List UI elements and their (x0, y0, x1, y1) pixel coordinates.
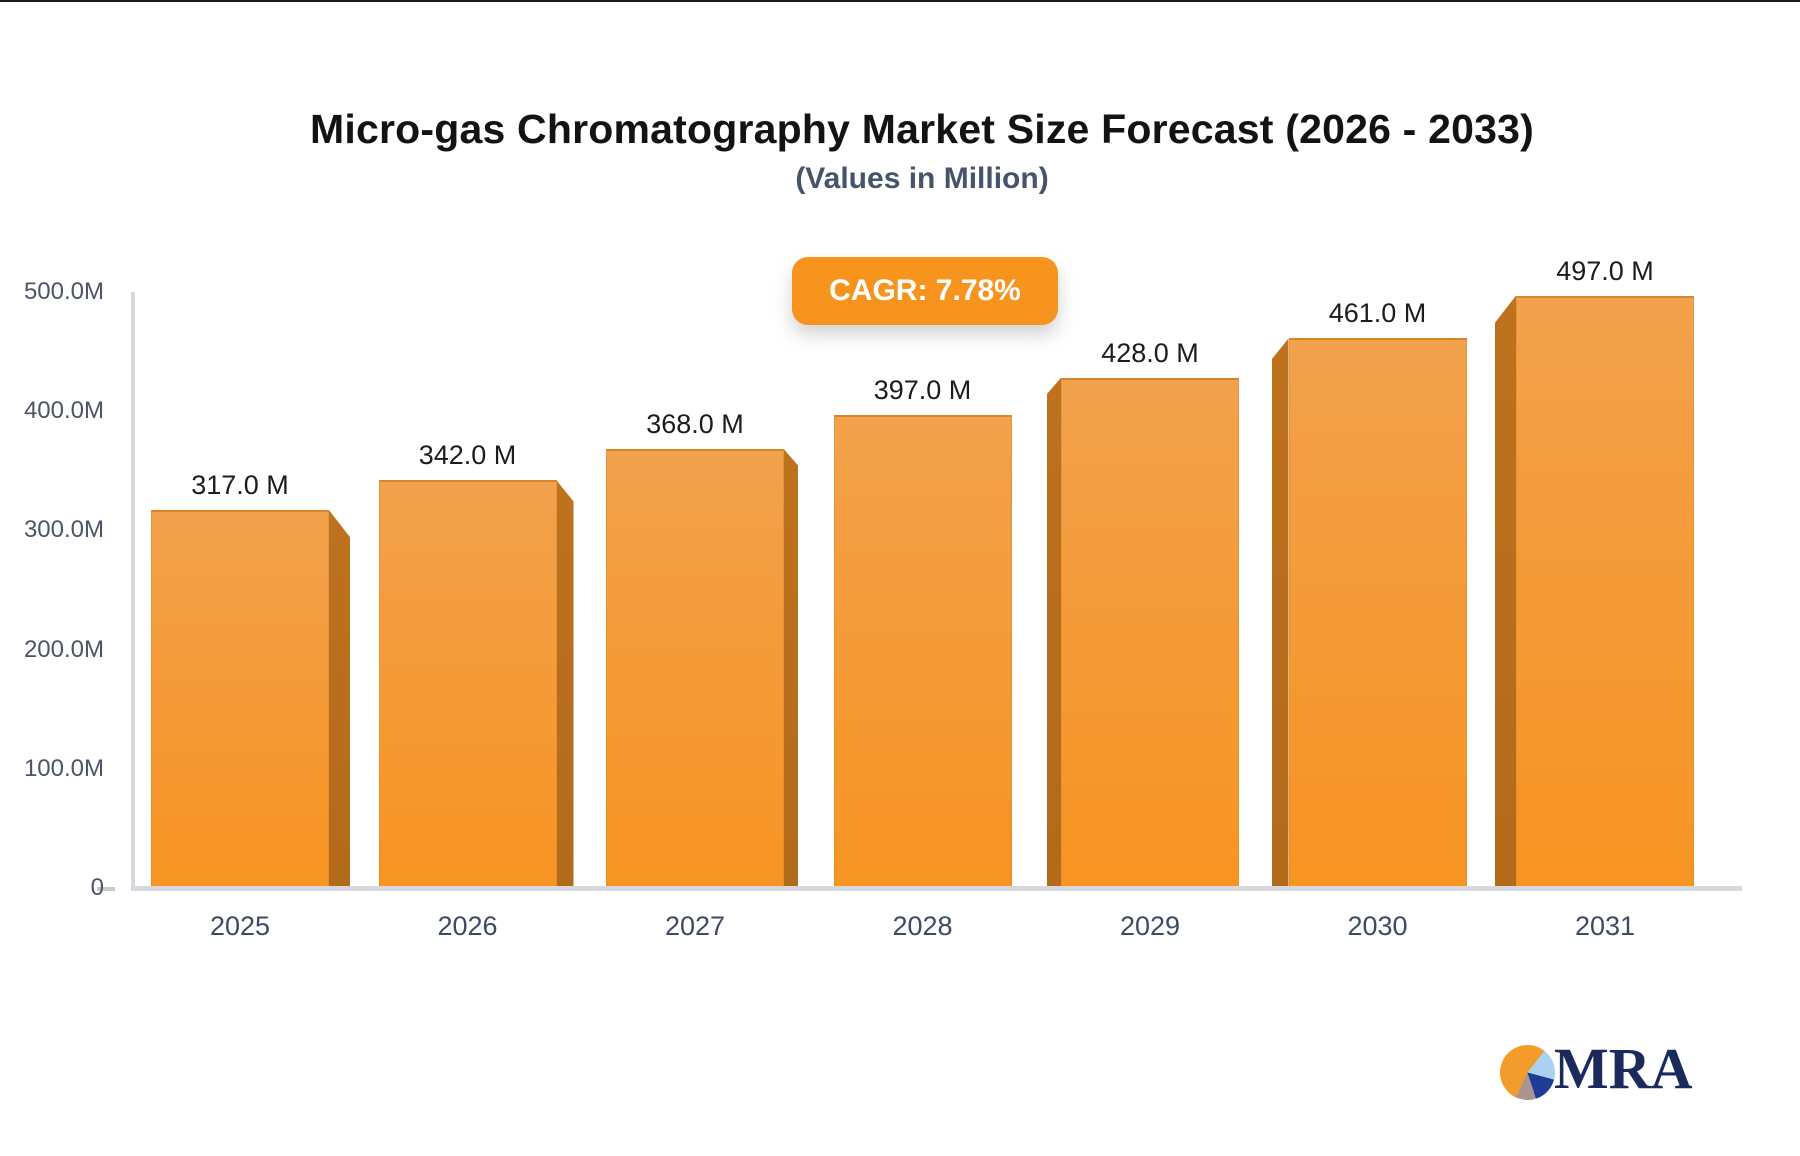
bar-value-label: 428.0 M (1101, 337, 1199, 368)
chart-subtitle: (Values in Million) (795, 162, 1049, 195)
x-axis-tick-label: 2029 (1119, 911, 1181, 941)
y-axis-line (131, 292, 135, 888)
x-axis-tick-label: 2028 (892, 911, 953, 941)
cagr-badge-label: CAGR: 7.78% (829, 274, 1021, 307)
y-axis-tick-label: 500.0M (23, 278, 104, 305)
x-axis-tick-label: 2031 (1574, 911, 1636, 941)
bar-2028[interactable] (833, 414, 1012, 888)
y-axis-tick-label: 100.0M (23, 754, 104, 782)
y-axis-tick-label: 0 (90, 874, 104, 901)
y-axis-tick-label: 200.0M (23, 635, 104, 663)
bar-value-label: 368.0 M (646, 409, 744, 440)
y-axis-tick-label: 300.0M (23, 516, 104, 544)
x-axis-tick-label: 2026 (437, 911, 498, 941)
bar-2031[interactable] (1516, 295, 1694, 888)
chart-title: Micro-gas Chromatography Market Size For… (310, 106, 1534, 152)
bar-2026[interactable] (378, 480, 557, 888)
bar-3d-side (1495, 295, 1516, 888)
bar-value-label: 342.0 M (418, 440, 517, 471)
bar-value-label: 317.0 M (191, 470, 289, 501)
bar-3d-side (556, 480, 574, 888)
x-axis-tick-label: 2027 (664, 911, 726, 941)
bar-3d-side (1047, 377, 1061, 888)
zero-tick-mark (97, 887, 115, 891)
cagr-badge: CAGR: 7.78% (792, 257, 1058, 325)
mra-logo: MRA (1500, 1034, 1693, 1104)
bar-3d-side (329, 510, 350, 888)
bar-value-label: 461.0 M (1328, 298, 1427, 329)
bar-2029[interactable] (1061, 377, 1239, 888)
x-axis-tick-label: 2025 (209, 911, 271, 941)
bar-2025[interactable] (151, 510, 329, 888)
bar-value-label: 497.0 M (1556, 255, 1654, 286)
pie-chart-logo-icon (1500, 1044, 1555, 1100)
bar-value-label: 397.0 M (873, 374, 972, 405)
x-axis-baseline (131, 886, 1742, 891)
y-axis-tick-label: 400.0M (23, 397, 104, 425)
bar-3d-side (1271, 338, 1289, 888)
x-axis-tick-label: 2030 (1347, 911, 1408, 941)
logo-text: MRA (1554, 1036, 1693, 1101)
bar-2027[interactable] (606, 449, 784, 888)
bar-2030[interactable] (1288, 338, 1467, 888)
bar-3d-side (784, 449, 798, 888)
